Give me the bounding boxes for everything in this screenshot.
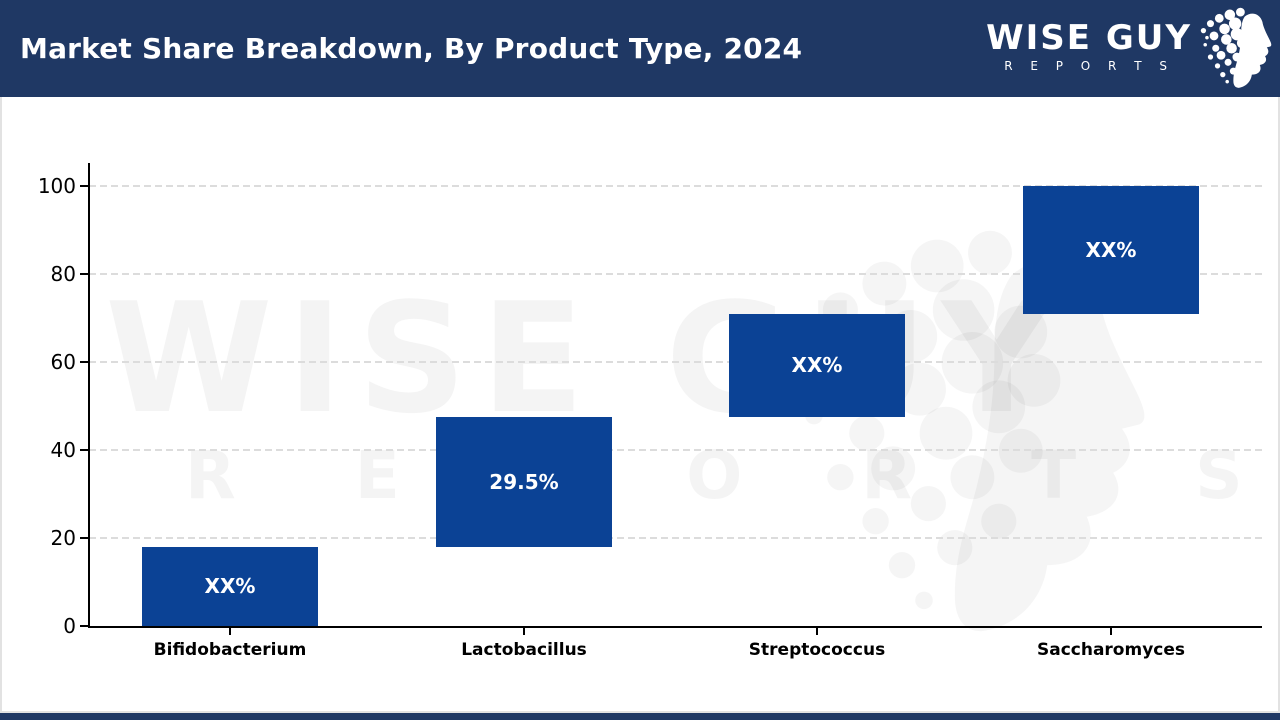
x-axis-tick	[816, 628, 818, 635]
x-axis-tick	[1110, 628, 1112, 635]
y-tick-label: 20	[50, 526, 76, 550]
x-axis-tick	[229, 628, 231, 635]
bar-lactobacillus-text: 29.5%	[489, 469, 559, 494]
gridline	[89, 185, 1262, 187]
y-axis-tick	[80, 625, 88, 627]
y-tick-label: 100	[37, 174, 76, 198]
x-axis-tick	[523, 628, 525, 635]
wise-guy-reports-logo: WISE GUY R E P O R T S	[980, 0, 1280, 97]
y-axis-tick	[80, 185, 88, 187]
gridline	[89, 449, 1262, 451]
y-axis-tick	[80, 361, 88, 363]
bar-saccharomyces: XX%	[1023, 186, 1199, 314]
x-category-label: Streptococcus	[748, 640, 886, 660]
x-category-label: Bifidobacterium	[153, 640, 307, 660]
y-tick-label: 60	[50, 350, 76, 374]
bar-chart-plot-area: 0 20 40 60 80 100 XX% 29.5% XX% XX% Bifidobacteriu…	[0, 97, 1280, 713]
card-border-bottom	[0, 711, 1280, 713]
gridline	[89, 361, 1262, 363]
gridline	[89, 537, 1262, 539]
bar-bifidobacterium: XX%	[142, 546, 318, 626]
header-bar: Market Share Breakdown, By Product Type,…	[0, 0, 1280, 97]
y-axis-tick	[80, 537, 88, 539]
logo-subtitle: R E P O R T S	[1004, 59, 1174, 73]
y-tick-label: 40	[50, 438, 76, 462]
x-category-label: Saccharomyces	[1036, 640, 1186, 660]
bar-streptococcus-text: XX%	[791, 353, 843, 378]
card-border-right	[1278, 97, 1280, 711]
page-title: Market Share Breakdown, By Product Type,…	[20, 32, 803, 65]
x-category-label: Lactobacillus	[461, 640, 587, 660]
dotted-head-icon	[1200, 7, 1272, 88]
y-axis-tick	[80, 449, 88, 451]
logo-text: WISE GUY R E P O R T S	[986, 20, 1192, 73]
x-axis-line	[88, 626, 1262, 628]
bar-lactobacillus: 29.5%	[436, 417, 612, 547]
bar-bifidobacterium-text: XX%	[204, 574, 256, 599]
card-border-left	[0, 97, 2, 711]
y-axis-line	[88, 163, 90, 628]
footer-accent-strip	[0, 713, 1280, 720]
bar-saccharomyces-text: XX%	[1085, 237, 1137, 262]
gridline	[89, 273, 1262, 275]
y-axis-tick	[80, 273, 88, 275]
y-tick-label: 80	[50, 262, 76, 286]
bar-streptococcus: XX%	[729, 313, 905, 417]
logo-wordmark: WISE GUY	[986, 18, 1192, 58]
y-tick-label: 0	[63, 614, 76, 638]
